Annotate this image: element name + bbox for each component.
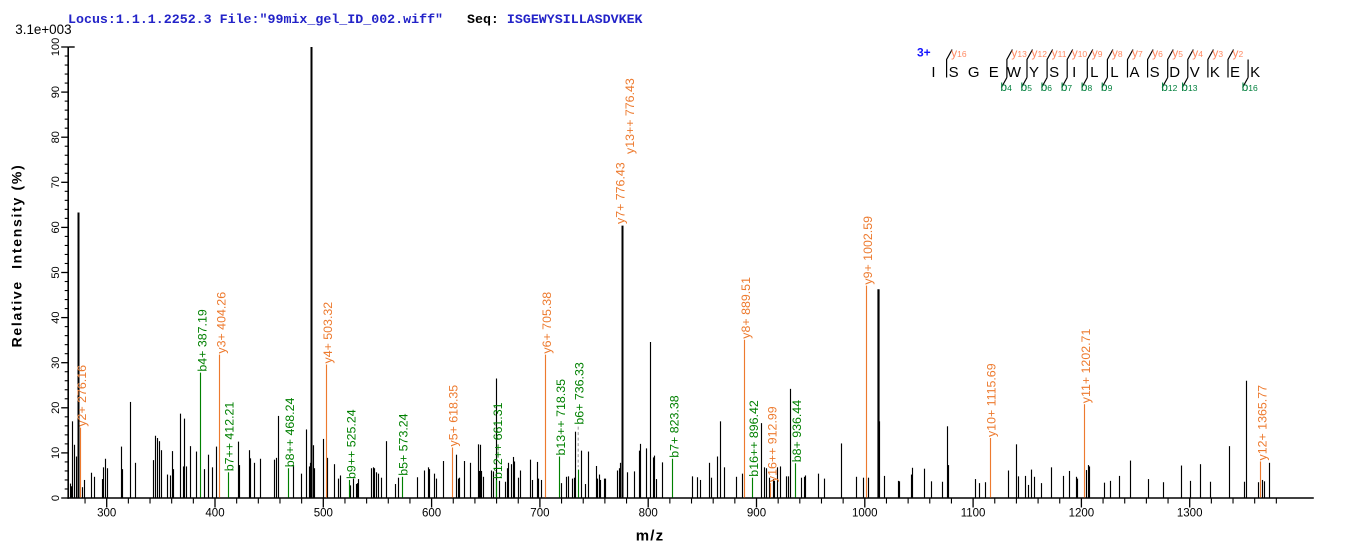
svg-text:b4: b4 <box>1000 80 1012 94</box>
svg-text:I: I <box>1072 64 1076 81</box>
svg-text:300: 300 <box>97 508 116 520</box>
svg-text:b7++ 412.21: b7++ 412.21 <box>223 402 237 472</box>
svg-text:L: L <box>1110 64 1118 81</box>
svg-text:A: A <box>1129 64 1139 81</box>
svg-text:L: L <box>1090 64 1098 81</box>
svg-text:b13++ 718.35: b13++ 718.35 <box>554 379 568 456</box>
svg-text:S: S <box>949 64 959 81</box>
svg-text:b16: b16 <box>1242 80 1258 94</box>
svg-text:m/z: m/z <box>636 528 665 545</box>
svg-text:y3: y3 <box>1212 46 1223 60</box>
svg-text:y2+ 276.16: y2+ 276.16 <box>75 365 89 427</box>
svg-text:40: 40 <box>50 311 62 323</box>
svg-text:b8: b8 <box>1081 80 1093 94</box>
svg-text:800: 800 <box>639 508 658 520</box>
svg-text:50: 50 <box>50 266 62 278</box>
svg-text:3+: 3+ <box>917 46 931 60</box>
svg-text:b16++ 896.42: b16++ 896.42 <box>747 400 761 477</box>
svg-text:1200: 1200 <box>1069 508 1095 520</box>
svg-text:I: I <box>931 64 935 81</box>
svg-text:W: W <box>1007 64 1022 81</box>
svg-text:E: E <box>1230 64 1240 81</box>
svg-text:b13: b13 <box>1181 80 1197 94</box>
svg-text:Locus:1.1.1.2252.3 File:"99mix: Locus:1.1.1.2252.3 File:"99mix_gel_ID_00… <box>68 12 643 27</box>
svg-text:y9+ 1002.59: y9+ 1002.59 <box>861 216 875 285</box>
svg-text:D: D <box>1169 64 1180 81</box>
svg-text:y6+ 705.38: y6+ 705.38 <box>540 292 554 354</box>
svg-text:y11+ 1202.71: y11+ 1202.71 <box>1079 329 1093 404</box>
svg-text:y2: y2 <box>1233 46 1244 60</box>
svg-text:b6+ 736.33: b6+ 736.33 <box>573 362 587 424</box>
svg-text:y16++ 912.99: y16++ 912.99 <box>766 406 780 482</box>
svg-text:700: 700 <box>530 508 549 520</box>
svg-text:y7+ 776.43: y7+ 776.43 <box>614 162 628 224</box>
svg-text:b6: b6 <box>1041 80 1053 94</box>
svg-text:b5+ 573.24: b5+ 573.24 <box>397 413 411 475</box>
svg-text:y10+ 1115.69: y10+ 1115.69 <box>985 363 999 437</box>
svg-text:y5: y5 <box>1172 46 1183 60</box>
svg-text:b8++ 468.24: b8++ 468.24 <box>283 398 297 468</box>
svg-text:b9: b9 <box>1101 80 1113 94</box>
svg-text:600: 600 <box>422 508 441 520</box>
svg-text:y5+ 618.35: y5+ 618.35 <box>447 385 461 447</box>
svg-text:900: 900 <box>747 508 766 520</box>
svg-text:b5: b5 <box>1021 80 1033 94</box>
svg-text:K: K <box>1210 64 1220 81</box>
svg-text:b12++ 661.31: b12++ 661.31 <box>491 402 505 479</box>
svg-text:10: 10 <box>50 447 62 459</box>
svg-text:1100: 1100 <box>961 508 986 520</box>
svg-text:b4+ 387.19: b4+ 387.19 <box>196 309 210 371</box>
svg-text:60: 60 <box>50 221 62 233</box>
svg-text:y9: y9 <box>1092 46 1103 60</box>
svg-text:V: V <box>1190 64 1200 81</box>
svg-text:G: G <box>968 64 980 81</box>
svg-text:500: 500 <box>314 508 333 520</box>
svg-text:1000: 1000 <box>852 508 878 520</box>
svg-text:E: E <box>989 64 999 81</box>
svg-text:y12: y12 <box>1032 46 1048 60</box>
svg-text:y3+ 404.26: y3+ 404.26 <box>214 292 228 354</box>
svg-text:30: 30 <box>50 357 62 369</box>
svg-text:80: 80 <box>50 131 62 143</box>
svg-text:b8+ 936.44: b8+ 936.44 <box>790 400 804 462</box>
svg-text:100: 100 <box>50 38 62 56</box>
svg-text:b9++ 525.24: b9++ 525.24 <box>344 409 358 479</box>
svg-text:0: 0 <box>50 495 62 501</box>
svg-text:S: S <box>1049 64 1059 81</box>
svg-text:S: S <box>1150 64 1160 81</box>
svg-text:Relative Intensity (%): Relative Intensity (%) <box>9 164 25 348</box>
svg-text:y7: y7 <box>1132 46 1143 60</box>
svg-text:y8+ 889.51: y8+ 889.51 <box>739 277 753 339</box>
svg-text:70: 70 <box>50 176 62 188</box>
svg-text:y8: y8 <box>1112 46 1123 60</box>
svg-text:y4: y4 <box>1192 46 1203 60</box>
svg-text:y4+ 503.32: y4+ 503.32 <box>321 302 335 364</box>
svg-text:400: 400 <box>205 508 224 520</box>
svg-text:y6: y6 <box>1152 46 1163 60</box>
svg-text:3.1e+003: 3.1e+003 <box>15 22 71 37</box>
svg-text:y10: y10 <box>1072 46 1088 60</box>
svg-text:1300: 1300 <box>1177 508 1203 520</box>
svg-text:20: 20 <box>50 402 62 414</box>
svg-text:b7: b7 <box>1061 80 1073 94</box>
svg-text:b7+ 823.38: b7+ 823.38 <box>668 395 682 457</box>
svg-text:90: 90 <box>50 86 62 98</box>
svg-text:y13++ 776.43: y13++ 776.43 <box>623 78 637 154</box>
svg-text:K: K <box>1250 64 1260 81</box>
svg-text:y16: y16 <box>951 46 967 60</box>
svg-text:y11: y11 <box>1052 46 1067 60</box>
svg-text:Y: Y <box>1029 64 1039 81</box>
svg-text:y13: y13 <box>1011 46 1027 60</box>
svg-text:y12+ 1365.77: y12+ 1365.77 <box>1255 385 1269 461</box>
svg-text:b12: b12 <box>1161 80 1177 94</box>
